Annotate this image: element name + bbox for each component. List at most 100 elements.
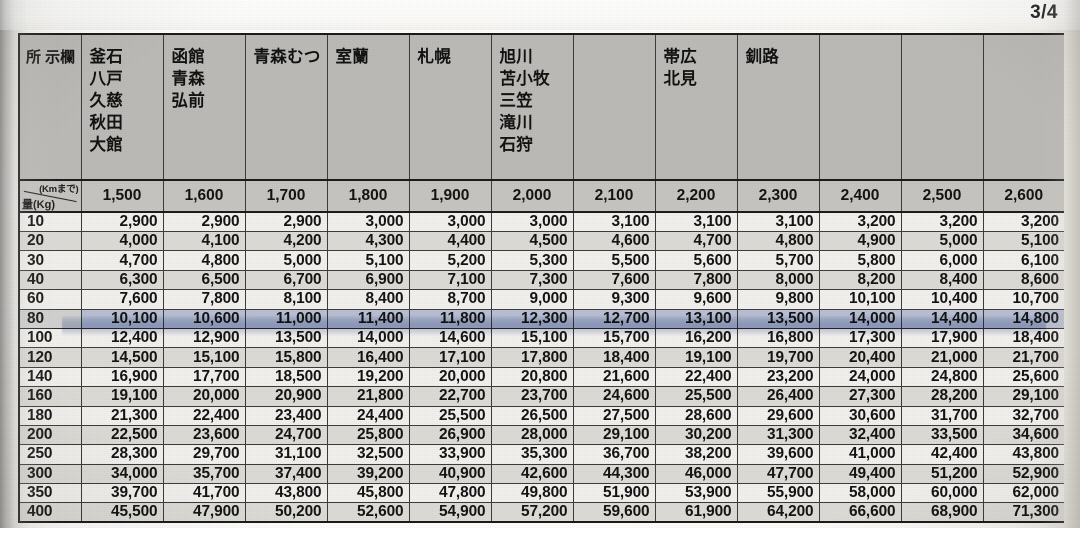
rate-cell: 10,100: [80, 308, 164, 329]
table-row: 400 45,500 47,900 50,200 52,600 54,900 57,200 5…: [18, 502, 1064, 523]
zone-header-cell-2300: 釧路: [736, 33, 820, 181]
rate-cell: 43,800: [982, 444, 1064, 465]
rate-cell: 10,100: [818, 289, 902, 310]
zone-header-label: [820, 35, 901, 47]
table-row: 180 21,300 22,400 23,400 24,400 25,500 26,500 2…: [18, 405, 1064, 426]
rate-cell: 3,200: [818, 211, 902, 232]
rate-cell: 22,700: [408, 386, 492, 407]
rate-cell: 49,800: [490, 483, 574, 504]
rate-cell: 9,600: [654, 289, 738, 310]
freight-rate-table: 所 示欄 釜石 八戸 久慈 秋田 大館 函館 青森 弘前 青森むつ 室蘭 札幌 旭川 苫小…: [18, 33, 1064, 524]
rate-cell: 66,600: [818, 502, 902, 523]
rate-cell: 24,700: [244, 424, 328, 446]
rate-cell: 60,000: [900, 483, 984, 504]
rate-cell: 4,600: [572, 230, 656, 252]
rate-cell: 17,700: [162, 366, 246, 388]
rate-cell: 25,500: [408, 405, 492, 426]
rate-cell: 3,200: [982, 211, 1064, 232]
rate-cell: 4,900: [818, 230, 902, 252]
rate-cell: 4,800: [736, 230, 820, 252]
rate-cell: 32,400: [818, 424, 902, 446]
table-row: 160 19,100 20,000 20,900 21,800 22,700 23,700 2…: [18, 386, 1064, 407]
rate-cell: 35,300: [490, 444, 574, 465]
rate-cell: 53,900: [654, 483, 738, 504]
rate-cell: 3,100: [736, 211, 820, 232]
rate-cell: 59,600: [572, 502, 656, 523]
rate-cell: 32,500: [326, 444, 410, 465]
rate-cell: 14,000: [326, 327, 410, 349]
rate-cell: 20,400: [818, 347, 902, 368]
zone-header-label: 青森むつ: [253, 48, 321, 66]
rate-cell: 3,100: [654, 211, 738, 232]
rate-cell: 11,800: [408, 308, 492, 329]
rate-cell: 8,400: [326, 289, 410, 310]
rate-cell: 30,200: [654, 424, 738, 446]
rate-cell: 20,800: [490, 366, 574, 388]
zone-header-cell-1800: 室蘭: [326, 33, 410, 181]
rate-cell: 57,200: [490, 502, 574, 523]
rate-cell: 5,600: [654, 250, 738, 271]
distance-header-cell: 2,500: [900, 179, 984, 213]
table-row: 60 7,600 7,800 8,100 8,400 8,700 9,000 9,300 9,6…: [18, 289, 1064, 310]
rate-cell: 15,100: [162, 347, 246, 368]
weight-row-header: 140: [18, 366, 82, 388]
rate-cell: 41,000: [818, 444, 902, 465]
rate-cell: 33,500: [900, 424, 984, 446]
rate-cell: 6,000: [900, 250, 984, 271]
rate-cell: 51,900: [572, 483, 656, 504]
rate-cell: 18,400: [572, 347, 656, 368]
rate-cell: 2,900: [162, 211, 246, 232]
rate-cell: 52,600: [326, 502, 410, 523]
rate-cell: 5,000: [244, 250, 328, 271]
rate-cell: 12,300: [490, 308, 574, 329]
rate-cell: 18,500: [244, 366, 328, 388]
rate-cell: 45,500: [80, 502, 164, 523]
rate-cell: 55,900: [736, 483, 820, 504]
weight-row-header: 160: [18, 386, 82, 407]
rate-cell: 8,400: [900, 269, 984, 291]
rate-cell: 39,200: [326, 463, 410, 485]
rate-cell: 14,500: [80, 347, 164, 368]
rate-cell: 58,000: [818, 483, 902, 504]
rate-cell: 3,000: [326, 211, 410, 232]
rate-cell: 22,400: [654, 366, 738, 388]
zone-header-label: [574, 35, 655, 47]
rate-cell: 20,000: [162, 386, 246, 407]
distance-header-cell: 1,600: [162, 179, 246, 213]
rate-cell: 34,600: [982, 424, 1064, 446]
rate-cell: 28,200: [900, 386, 984, 407]
rate-cell: 25,500: [654, 386, 738, 407]
rate-cell: 13,500: [244, 327, 328, 349]
rate-cell: 29,100: [982, 386, 1064, 407]
weight-row-header: 20: [18, 230, 82, 252]
table-row: 250 28,300 29,700 31,100 32,500 33,900 35,300 3…: [18, 444, 1064, 465]
rate-cell: 4,200: [244, 230, 328, 252]
table-row: 10 2,900 2,900 2,900 3,000 3,000 3,000 3,100 3,1…: [18, 211, 1064, 232]
rate-cell: 43,800: [244, 483, 328, 504]
rate-cell: 39,700: [80, 483, 164, 504]
rate-cell: 24,400: [326, 405, 410, 426]
distance-header-cell: 2,200: [654, 179, 738, 213]
rate-cell: 40,900: [408, 463, 492, 485]
rate-cell: 26,900: [408, 424, 492, 446]
rate-cell: 10,700: [982, 289, 1064, 310]
rate-cell: 10,600: [162, 308, 246, 329]
rate-cell: 5,300: [490, 250, 574, 271]
rate-cell: 47,800: [408, 483, 492, 504]
rate-cell: 10,400: [900, 289, 984, 310]
rate-cell: 47,900: [162, 502, 246, 523]
rate-cell: 38,200: [654, 444, 738, 465]
rate-cell: 26,400: [736, 386, 820, 407]
rate-cell: 28,000: [490, 424, 574, 446]
rate-cell: 24,600: [572, 386, 656, 407]
rate-cell: 37,400: [244, 463, 328, 485]
rate-cell: 44,300: [572, 463, 656, 485]
rate-cell: 7,300: [490, 269, 574, 291]
rate-cell: 61,900: [654, 502, 738, 523]
rate-cell: 23,700: [490, 386, 574, 407]
rate-cell: 8,700: [408, 289, 492, 310]
rate-cell: 13,500: [736, 308, 820, 329]
rate-cell: 29,600: [736, 405, 820, 426]
rate-cell: 25,800: [326, 424, 410, 446]
rate-cell: 71,300: [982, 502, 1064, 523]
